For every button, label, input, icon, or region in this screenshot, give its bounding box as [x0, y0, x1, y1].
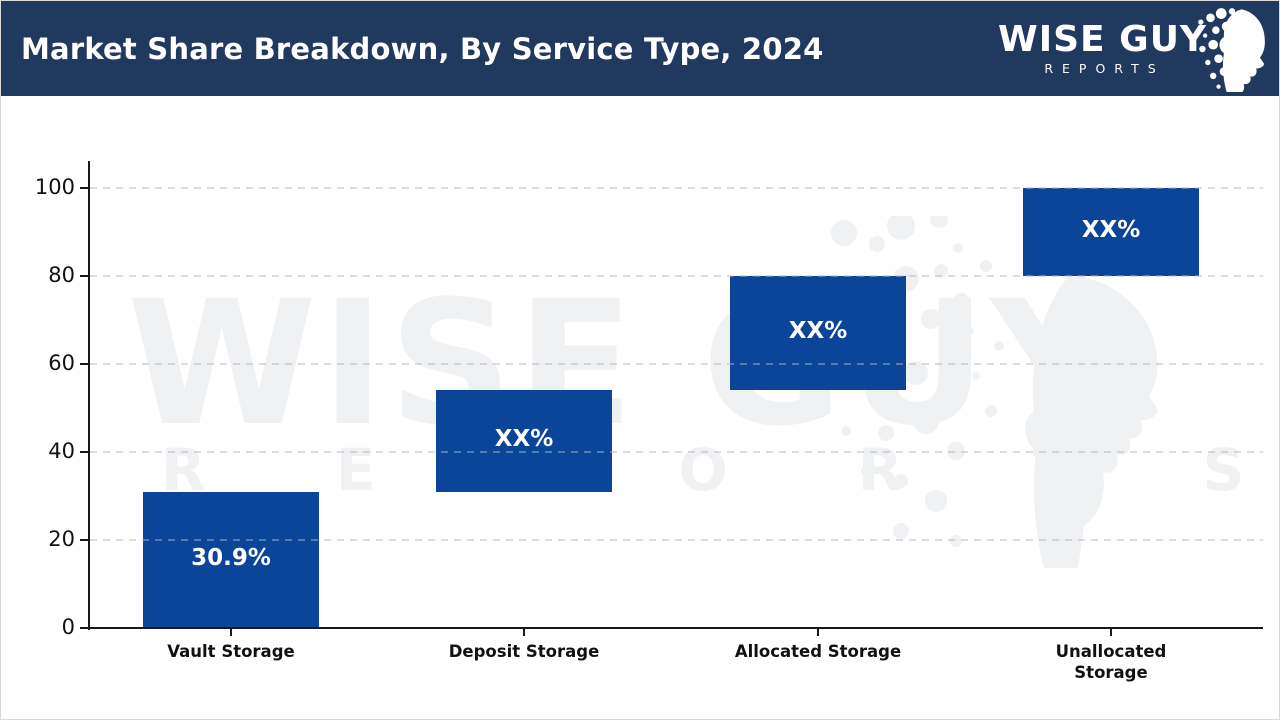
bar-vault-storage: 30.9% [143, 492, 319, 628]
y-tick-label-80: 80 [48, 263, 75, 287]
gridline-60 [90, 363, 1263, 365]
y-tick-label-40: 40 [48, 439, 75, 463]
x-tick-unallocated-storage [1110, 629, 1112, 636]
y-tick-label-60: 60 [48, 351, 75, 375]
bar-value-label-allocated-storage: XX% [788, 317, 848, 344]
bar-value-label-deposit-storage: XX% [494, 425, 554, 452]
gridline-80 [90, 275, 1263, 277]
gridline-100 [90, 187, 1263, 189]
logo-sub-text: REPORTS [1044, 60, 1165, 76]
y-tick-40 [80, 451, 88, 453]
y-tick-label-20: 20 [48, 527, 75, 551]
gridline-40 [90, 451, 1263, 453]
bar-unallocated-storage: XX% [1023, 188, 1199, 276]
y-tick-60 [80, 363, 88, 365]
bar-allocated-storage: XX% [730, 276, 906, 390]
logo-main-text: WISE GUY [997, 18, 1207, 60]
y-tick-0 [80, 627, 88, 629]
x-category-label-vault-storage: Vault Storage [167, 642, 295, 661]
dotted-head-icon [1198, 7, 1265, 92]
header-bar: Market Share Breakdown, By Service Type,… [1, 1, 1279, 96]
page-title: Market Share Breakdown, By Service Type,… [21, 31, 824, 66]
y-tick-20 [80, 539, 88, 541]
wise-guy-reports-logo: WISE GUY REPORTS [998, 3, 1271, 94]
y-tick-label-0: 0 [61, 615, 75, 639]
x-tick-allocated-storage [817, 629, 819, 636]
x-axis-line [88, 627, 1263, 629]
gridline-20 [90, 539, 1263, 541]
bar-value-label-unallocated-storage: XX% [1081, 217, 1141, 243]
x-category-label-allocated-storage: Allocated Storage [734, 642, 902, 661]
y-tick-label-100: 100 [34, 175, 75, 199]
x-category-label-deposit-storage: Deposit Storage [448, 642, 600, 661]
x-category-label-unallocated-storage: Unallocated Storage [1055, 642, 1167, 683]
y-axis-line [88, 161, 90, 630]
chart-area: WISE GUY R E P O R T S 0 20 40 60 80 100 30.9%… [1, 96, 1279, 719]
y-tick-100 [80, 187, 88, 189]
bar-value-label-vault-storage: 30.9% [191, 545, 271, 571]
y-tick-80 [80, 275, 88, 277]
x-tick-vault-storage [230, 629, 232, 636]
logo-text: WISE GUY REPORTS [997, 18, 1207, 76]
x-tick-deposit-storage [523, 629, 525, 636]
bar-deposit-storage: XX% [436, 389, 612, 493]
